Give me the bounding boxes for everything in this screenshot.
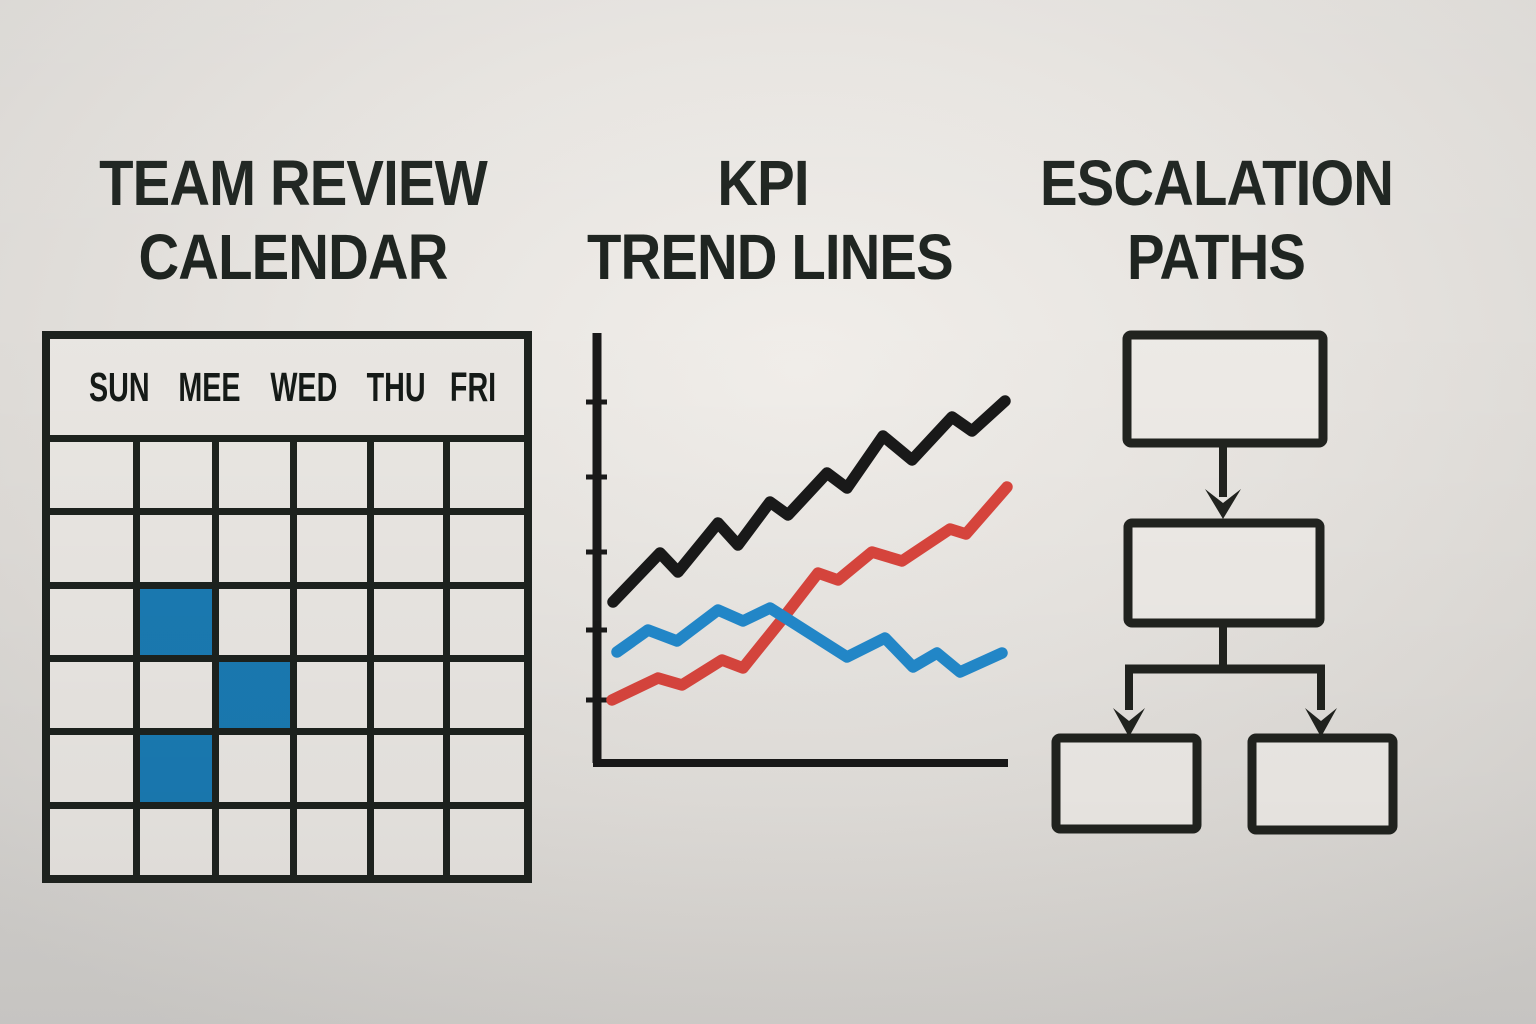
arrow-down-icon	[1113, 708, 1145, 737]
calendar-cell	[140, 662, 212, 729]
calendar-cell	[140, 442, 212, 509]
trend-line-blue	[611, 602, 1008, 678]
calendar-cell	[450, 735, 524, 802]
arrow-down-icon	[1205, 489, 1241, 519]
calendar-cell	[140, 808, 212, 875]
calendar-cell	[297, 515, 367, 582]
calendar-cell	[450, 662, 524, 729]
calendar-cell	[450, 588, 524, 655]
calendar-cell	[50, 442, 133, 509]
kpi-title-line2: TREND LINES	[587, 221, 954, 293]
calendar-title-line2: CALENDAR	[138, 221, 449, 293]
calendar-cell	[374, 442, 443, 509]
calendar-cell-highlighted	[219, 662, 290, 729]
calendar-cell	[50, 735, 133, 802]
calendar-cell	[219, 442, 290, 509]
arrow-down-icon	[1305, 708, 1337, 737]
calendar-cell	[219, 735, 290, 802]
chart-series-lines	[606, 395, 1013, 706]
calendar-cell	[50, 515, 133, 582]
calendar-cell	[219, 808, 290, 875]
calendar-cell	[374, 735, 443, 802]
day-header-mee: MEE	[178, 363, 241, 410]
flow-node-bottom-left	[1051, 733, 1202, 834]
calendar-cell	[374, 808, 443, 875]
day-header-sun: SUN	[88, 363, 150, 410]
calendar-cell	[50, 662, 133, 729]
calendar-cell	[374, 662, 443, 729]
kpi-title: KPI TREND LINES	[563, 146, 963, 294]
calendar-cell	[450, 808, 524, 875]
calendar-cell	[297, 442, 367, 509]
calendar-cell	[140, 515, 212, 582]
escalation-flowchart	[1051, 330, 1398, 835]
trend-line-black	[607, 395, 1011, 608]
calendar-cell	[297, 662, 367, 729]
calendar-cell	[50, 808, 133, 875]
calendar-cell	[374, 588, 443, 655]
chart-y-ticks	[586, 399, 607, 703]
calendar-cell	[450, 515, 524, 582]
calendar-cell-highlighted	[140, 588, 212, 655]
trend-line-red	[606, 481, 1013, 706]
flow-node-top	[1122, 330, 1328, 448]
calendar-cell	[374, 515, 443, 582]
escalation-title-line1: ESCALATION	[1040, 147, 1394, 219]
escalation-title: ESCALATION PATHS	[1016, 146, 1416, 294]
calendar-cell-highlighted	[140, 735, 212, 802]
escalation-title-line2: PATHS	[1126, 221, 1306, 293]
calendar-day-header-row: SUN MEE WED THU FRI	[50, 339, 524, 435]
flow-node-bottom-right	[1247, 733, 1398, 835]
calendar-cell	[450, 442, 524, 509]
kpi-trend-chart	[586, 333, 1013, 767]
calendar-cell	[219, 515, 290, 582]
day-header-thu: THU	[366, 363, 426, 410]
calendar-cell	[50, 588, 133, 655]
calendar-title-line1: TEAM REVIEW	[99, 147, 488, 219]
calendar-cell	[297, 588, 367, 655]
kpi-title-line1: KPI	[717, 147, 809, 219]
calendar-title: TEAM REVIEW CALENDAR	[43, 146, 543, 294]
calendar-cell	[297, 735, 367, 802]
calendar-cell	[297, 808, 367, 875]
team-review-calendar: SUN MEE WED THU FRI	[42, 331, 532, 883]
day-header-wed: WED	[270, 363, 338, 410]
day-header-fri: FRI	[449, 363, 497, 410]
calendar-cell	[219, 588, 290, 655]
flow-node-middle	[1123, 518, 1325, 628]
